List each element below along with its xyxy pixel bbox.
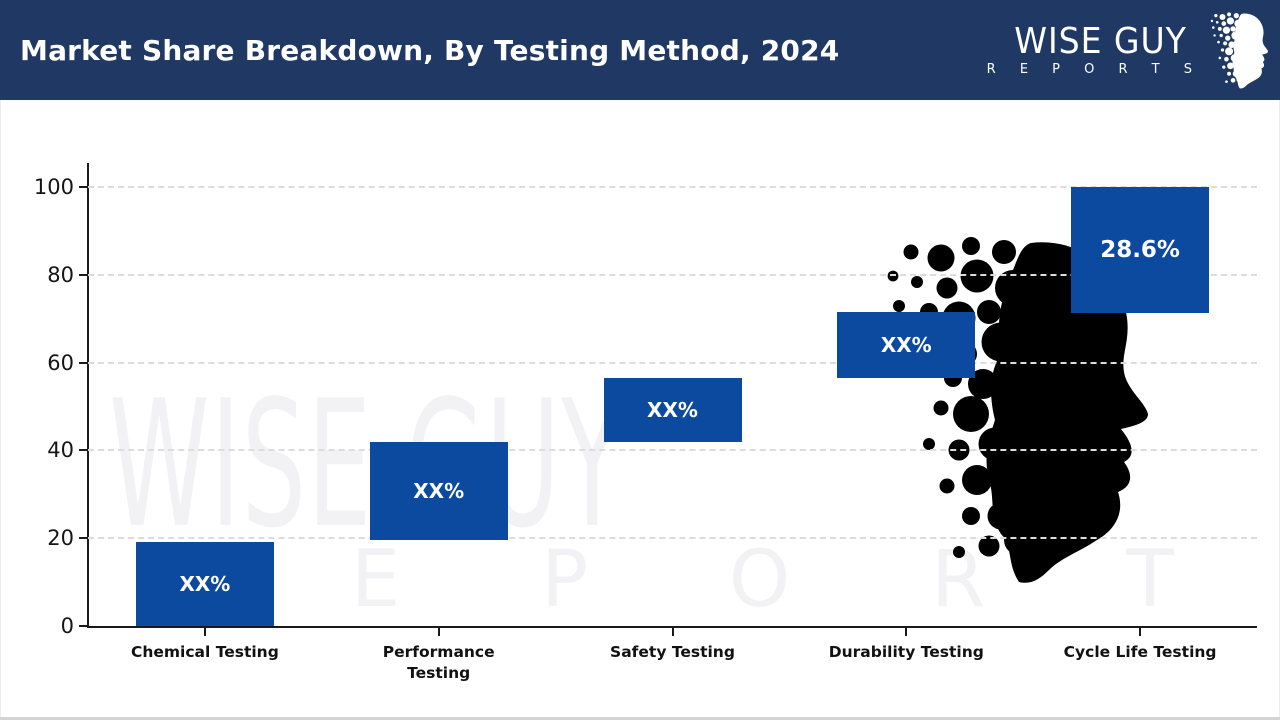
x-axis-label: Cycle Life Testing xyxy=(1063,643,1217,661)
logo-wordmark: WISE GUY xyxy=(1013,20,1187,62)
x-tick-mark xyxy=(203,628,206,636)
y-tick-label: 80 xyxy=(47,262,74,287)
gridline-y-60 xyxy=(88,361,1257,364)
x-tick-mark xyxy=(437,628,440,636)
y-tick-mark xyxy=(79,361,87,364)
bar-segment: XX% xyxy=(603,378,742,442)
y-tick-mark xyxy=(79,537,87,540)
footer-divider xyxy=(0,717,1280,720)
bar-segment: XX% xyxy=(369,441,508,541)
y-tick-mark xyxy=(79,186,87,188)
y-tick-mark xyxy=(79,273,87,276)
y-axis-line xyxy=(87,163,89,628)
header-bar: Market Share Breakdown, By Testing Metho… xyxy=(0,0,1280,100)
bar-value-label: 28.6% xyxy=(1100,236,1180,263)
x-tick-mark xyxy=(1139,628,1142,636)
y-tick-label: 20 xyxy=(47,526,74,551)
y-tick-mark xyxy=(79,449,87,452)
x-tick-mark xyxy=(671,628,674,636)
bar-value-label: XX% xyxy=(179,572,231,597)
watermark-wordmark: WISE GUY xyxy=(109,364,625,567)
bar-segment: 28.6% xyxy=(1071,187,1210,313)
y-tick-mark xyxy=(79,625,87,627)
y-tick-label: 100 xyxy=(33,175,74,199)
chart-title: Market Share Breakdown, By Testing Metho… xyxy=(20,33,840,67)
y-tick-label: 40 xyxy=(47,438,74,463)
bar-segment: XX% xyxy=(135,542,274,626)
gridline-y-40 xyxy=(88,449,1257,452)
bar-value-label: XX% xyxy=(413,478,465,503)
y-tick-label: 60 xyxy=(47,350,74,375)
watermark-subtitle: R E P O R T S xyxy=(156,535,1280,625)
x-axis-label: Safety Testing xyxy=(610,643,735,661)
bar-value-label: XX% xyxy=(647,397,698,422)
gridline-y-20 xyxy=(88,537,1257,540)
gridline-y-80 xyxy=(88,273,1257,276)
logo-subtitle: R E P O R T S xyxy=(986,62,1202,78)
bar-value-label: XX% xyxy=(880,333,932,358)
y-tick-label: 0 xyxy=(60,614,74,638)
x-axis-label: Performance Testing xyxy=(382,643,495,682)
bar-segment: XX% xyxy=(837,312,976,379)
x-tick-mark xyxy=(905,628,908,636)
wise-guy-logo: WISE GUY R E P O R T S xyxy=(981,6,1270,94)
gridline-y-100 xyxy=(88,186,1257,188)
x-axis-label: Chemical Testing xyxy=(130,643,279,661)
logo-text: WISE GUY R E P O R T S xyxy=(981,20,1202,78)
x-axis-line xyxy=(87,626,1257,628)
x-axis-label: Durability Testing xyxy=(828,643,984,661)
